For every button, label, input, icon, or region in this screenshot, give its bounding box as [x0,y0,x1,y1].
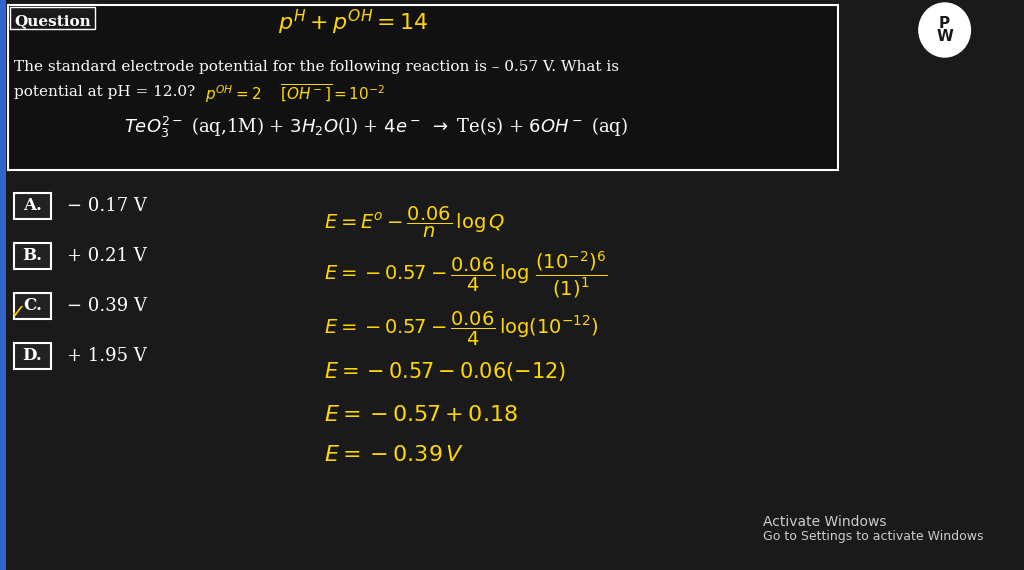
Text: − 0.17 V: − 0.17 V [67,197,146,215]
FancyBboxPatch shape [14,343,50,369]
FancyBboxPatch shape [0,0,6,570]
Text: $E = -0.39\,V$: $E = -0.39\,V$ [325,445,465,465]
Text: Activate Windows: Activate Windows [763,515,887,529]
Text: $E = -0.57 - \dfrac{0.06}{4}\,\log\,\dfrac{(10^{-2})^6}{(1)^1}$: $E = -0.57 - \dfrac{0.06}{4}\,\log\,\dfr… [325,250,608,300]
Text: C.: C. [23,298,42,315]
Text: + 0.21 V: + 0.21 V [67,247,146,265]
Text: potential at pH = 12.0?: potential at pH = 12.0? [14,85,196,99]
FancyBboxPatch shape [14,193,50,219]
Text: $E = -0.57 + 0.18$: $E = -0.57 + 0.18$ [325,405,518,425]
Text: The standard electrode potential for the following reaction is – 0.57 V. What is: The standard electrode potential for the… [14,60,620,74]
Text: B.: B. [23,247,42,264]
Text: Go to Settings to activate Windows: Go to Settings to activate Windows [763,530,984,543]
Text: − 0.39 V: − 0.39 V [67,297,146,315]
Text: $E = -0.57 - \dfrac{0.06}{4}\,\log(10^{-12})$: $E = -0.57 - \dfrac{0.06}{4}\,\log(10^{-… [325,310,599,348]
FancyBboxPatch shape [14,293,50,319]
Text: $p^{OH}=2$    $\overline{[OH^-]}=10^{-2}$: $p^{OH}=2$ $\overline{[OH^-]}=10^{-2}$ [205,82,385,105]
Text: P
W: P W [936,15,953,44]
Text: $E = -0.57 - 0.06(-12)$: $E = -0.57 - 0.06(-12)$ [325,360,566,383]
FancyBboxPatch shape [7,5,838,170]
Text: $E = E^o - \dfrac{0.06}{n}\,\log Q$: $E = E^o - \dfrac{0.06}{n}\,\log Q$ [325,205,506,240]
Circle shape [919,3,971,57]
Text: $p^H + p^{OH} = 14$: $p^H + p^{OH} = 14$ [278,7,428,36]
Text: D.: D. [23,348,42,364]
FancyBboxPatch shape [14,243,50,269]
Text: Question: Question [14,14,91,28]
Text: + 1.95 V: + 1.95 V [67,347,146,365]
Text: $TeO_3^{2-}$ (aq,1M) + $3H_2O$(l) + $4e^-$ $\rightarrow$ Te(s) + $6OH^-$ (aq): $TeO_3^{2-}$ (aq,1M) + $3H_2O$(l) + $4e^… [124,115,628,140]
Text: ✓: ✓ [9,303,26,321]
FancyBboxPatch shape [9,7,95,29]
Text: A.: A. [23,197,42,214]
